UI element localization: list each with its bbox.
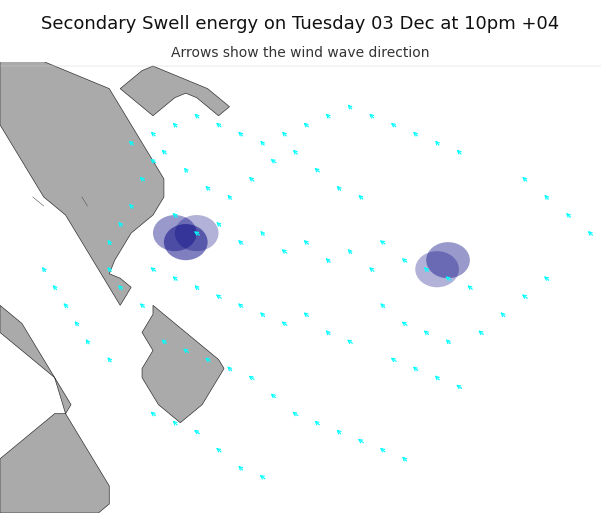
Text: Secondary Swell energy on Tuesday 03 Dec at 10pm +04: Secondary Swell energy on Tuesday 03 Dec… xyxy=(41,15,560,33)
Text: Arrows show the wind wave direction: Arrows show the wind wave direction xyxy=(171,46,430,60)
Circle shape xyxy=(415,251,459,287)
Polygon shape xyxy=(0,62,164,305)
Circle shape xyxy=(164,224,207,260)
Circle shape xyxy=(153,215,197,251)
Polygon shape xyxy=(0,305,109,513)
Circle shape xyxy=(426,242,470,278)
Polygon shape xyxy=(120,66,230,116)
Polygon shape xyxy=(142,305,224,423)
Circle shape xyxy=(175,215,219,251)
